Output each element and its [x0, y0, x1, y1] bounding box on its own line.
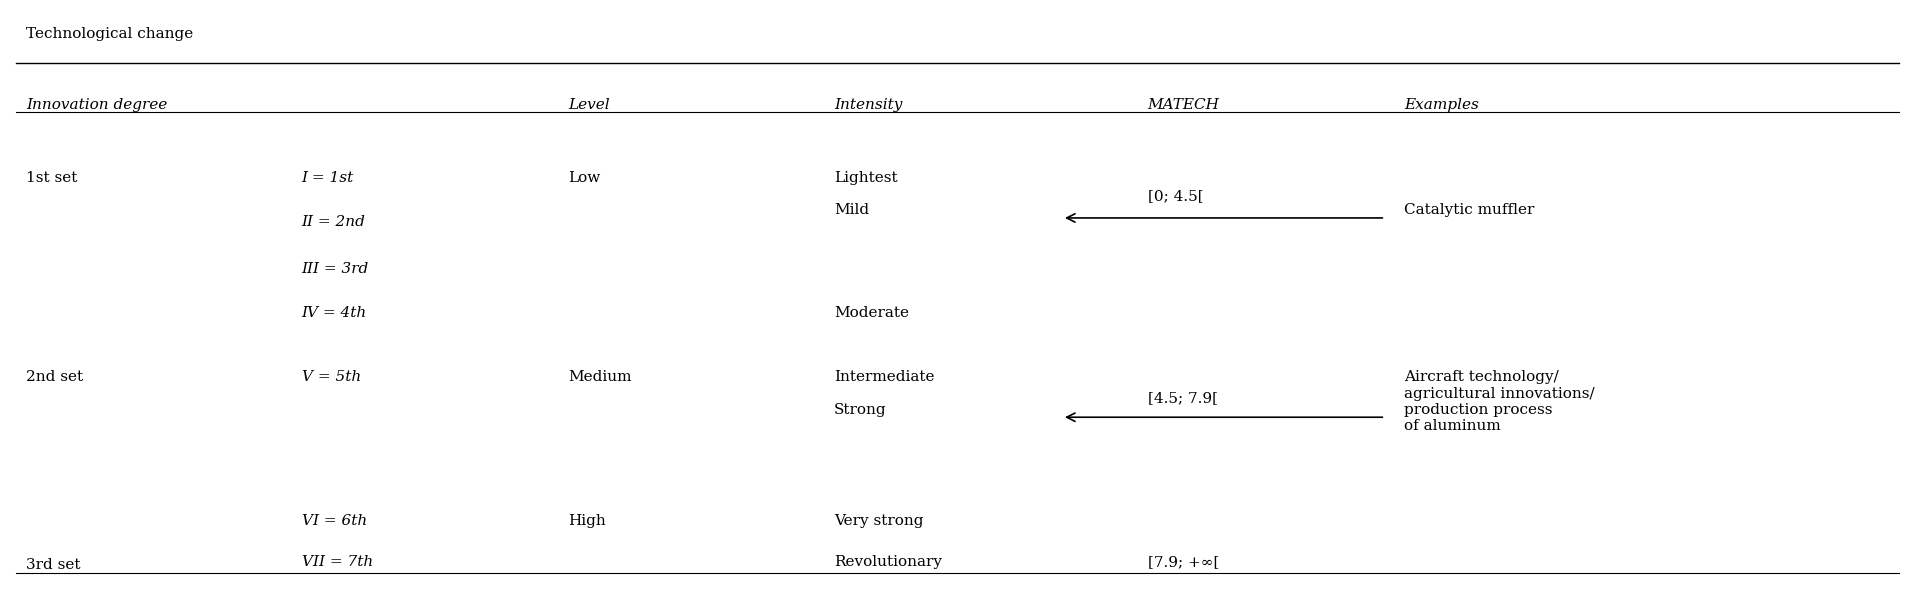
Text: [7.9; +∞[: [7.9; +∞[: [1146, 555, 1219, 569]
Text: MATECH: MATECH: [1146, 98, 1219, 112]
Text: Strong: Strong: [833, 403, 886, 416]
Text: Low: Low: [567, 171, 599, 185]
Text: II = 2nd: II = 2nd: [302, 215, 366, 229]
Text: Catalytic muffler: Catalytic muffler: [1403, 203, 1533, 217]
Text: VII = 7th: VII = 7th: [302, 555, 373, 569]
Text: High: High: [567, 514, 605, 528]
Text: Medium: Medium: [567, 370, 632, 385]
Text: Innovation degree: Innovation degree: [27, 98, 167, 112]
Text: IV = 4th: IV = 4th: [302, 306, 367, 320]
Text: 2nd set: 2nd set: [27, 370, 82, 385]
Text: I = 1st: I = 1st: [302, 171, 354, 185]
Text: III = 3rd: III = 3rd: [302, 262, 369, 276]
Text: Lightest: Lightest: [833, 171, 898, 185]
Text: Very strong: Very strong: [833, 514, 923, 528]
Text: Examples: Examples: [1403, 98, 1478, 112]
Text: Moderate: Moderate: [833, 306, 909, 320]
Text: 1st set: 1st set: [27, 171, 77, 185]
Text: [0; 4.5[: [0; 4.5[: [1146, 188, 1202, 203]
Text: Intermediate: Intermediate: [833, 370, 934, 385]
Text: Level: Level: [567, 98, 609, 112]
Text: VI = 6th: VI = 6th: [302, 514, 367, 528]
Text: [4.5; 7.9[: [4.5; 7.9[: [1146, 391, 1217, 405]
Text: Aircraft technology/
agricultural innovations/
production process
of aluminum: Aircraft technology/ agricultural innova…: [1403, 370, 1594, 433]
Text: 3rd set: 3rd set: [27, 558, 80, 572]
Text: Revolutionary: Revolutionary: [833, 555, 942, 569]
Text: Technological change: Technological change: [27, 28, 193, 41]
Text: V = 5th: V = 5th: [302, 370, 360, 385]
Text: Intensity: Intensity: [833, 98, 901, 112]
Text: Mild: Mild: [833, 203, 869, 217]
